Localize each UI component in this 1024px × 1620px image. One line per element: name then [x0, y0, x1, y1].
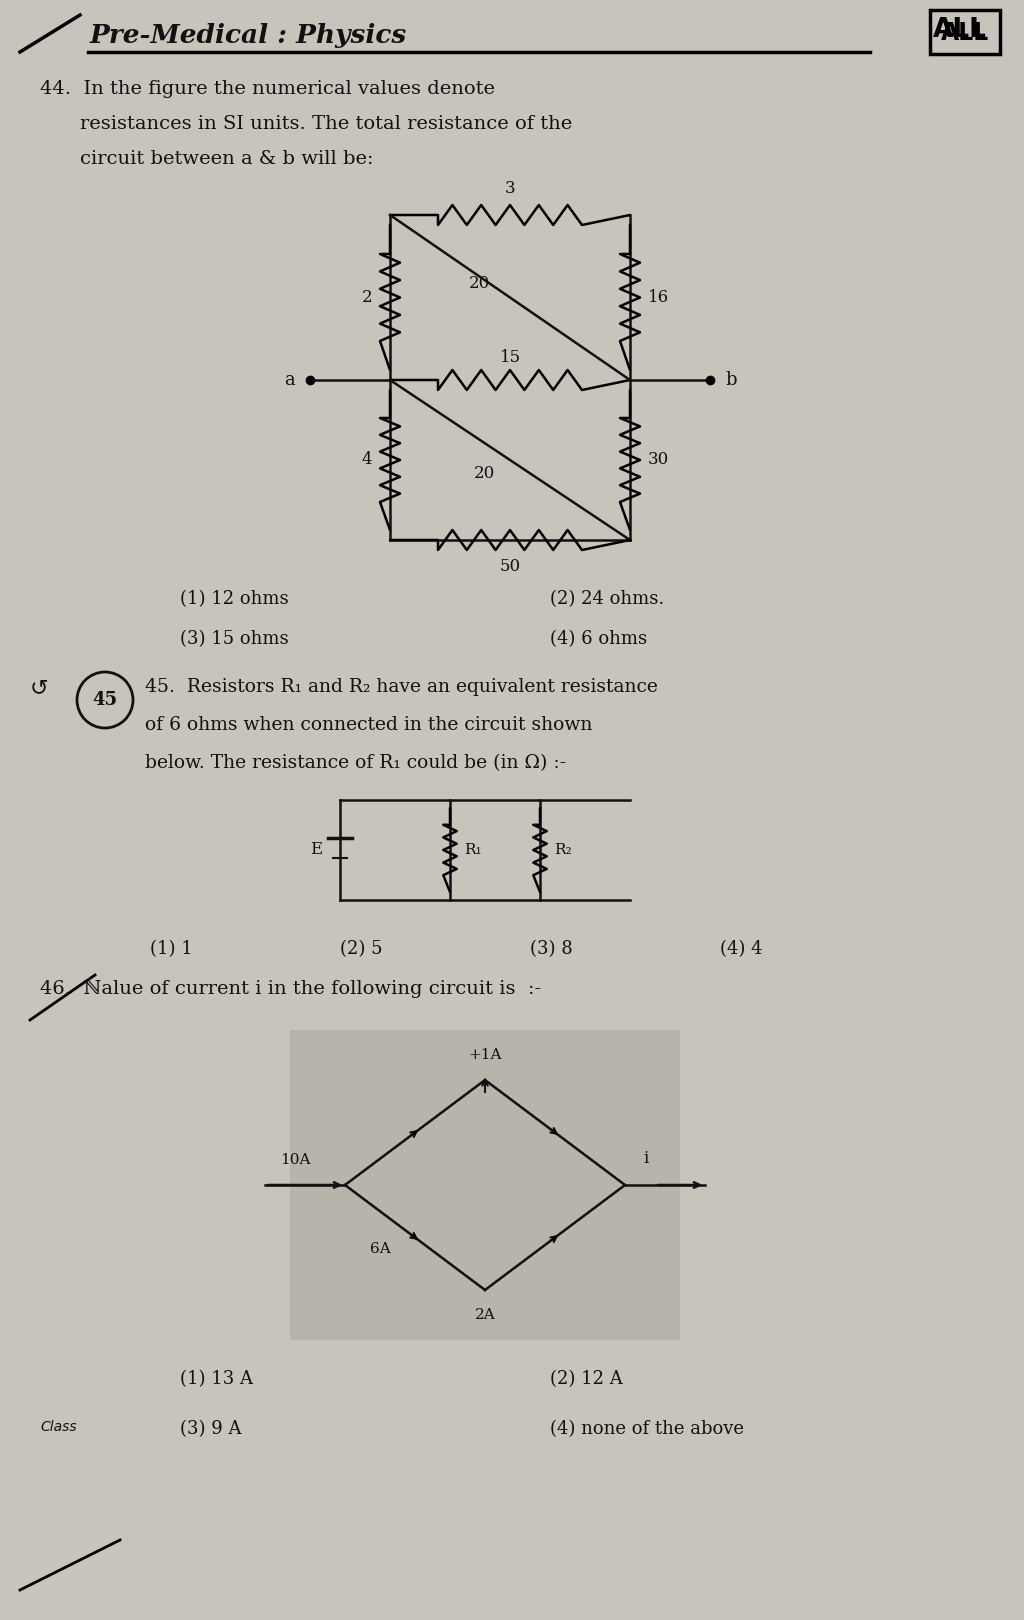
- Text: (4) 6 ohms: (4) 6 ohms: [550, 630, 647, 648]
- Text: 2A: 2A: [475, 1307, 496, 1322]
- Text: 10A: 10A: [280, 1153, 310, 1166]
- Text: 50: 50: [500, 557, 520, 575]
- Text: below. The resistance of R₁ could be (in Ω) :-: below. The resistance of R₁ could be (in…: [145, 753, 566, 773]
- Text: b: b: [725, 371, 736, 389]
- Text: 44.  In the figure the numerical values denote: 44. In the figure the numerical values d…: [40, 79, 495, 97]
- Text: 6A: 6A: [370, 1243, 391, 1256]
- Bar: [930, 10, 1000, 53]
- Text: 45: 45: [92, 692, 118, 710]
- Text: (2) 12 A: (2) 12 A: [550, 1371, 623, 1388]
- Text: 16: 16: [648, 288, 669, 306]
- Text: 20: 20: [474, 465, 495, 483]
- Text: 46.  ℕalue of current i in the following circuit is  :-: 46. ℕalue of current i in the following …: [40, 980, 541, 998]
- Text: 20: 20: [469, 275, 490, 292]
- Text: Pre-Medical : Physics: Pre-Medical : Physics: [90, 23, 408, 47]
- Text: a: a: [285, 371, 295, 389]
- Text: (4) 4: (4) 4: [720, 940, 763, 957]
- Text: 15: 15: [500, 348, 520, 366]
- Text: (1) 13 A: (1) 13 A: [180, 1371, 253, 1388]
- Text: circuit between a & b will be:: circuit between a & b will be:: [80, 151, 374, 168]
- Text: 30: 30: [648, 452, 670, 468]
- Text: (2) 5: (2) 5: [340, 940, 383, 957]
- Text: (1) 12 ohms: (1) 12 ohms: [180, 590, 289, 608]
- Bar: [290, 1030, 680, 1340]
- Text: (3) 9 A: (3) 9 A: [180, 1421, 242, 1439]
- Text: (2) 24 ohms.: (2) 24 ohms.: [550, 590, 665, 608]
- Text: ALL: ALL: [933, 16, 987, 44]
- Text: i: i: [643, 1150, 648, 1166]
- Text: E: E: [309, 841, 322, 859]
- Text: (1) 1: (1) 1: [150, 940, 193, 957]
- Text: 3: 3: [505, 180, 515, 198]
- Circle shape: [77, 672, 133, 727]
- Text: ↺: ↺: [30, 679, 48, 698]
- Text: 2: 2: [361, 288, 372, 306]
- Text: 45.  Resistors R₁ and R₂ have an equivalent resistance: 45. Resistors R₁ and R₂ have an equivale…: [145, 679, 657, 697]
- Text: Class: Class: [40, 1421, 77, 1434]
- Text: (3) 8: (3) 8: [530, 940, 572, 957]
- Text: +1A: +1A: [468, 1048, 502, 1063]
- Text: R₂: R₂: [554, 842, 571, 857]
- Text: ALL: ALL: [941, 21, 989, 45]
- Text: 4: 4: [361, 452, 372, 468]
- Text: of 6 ohms when connected in the circuit shown: of 6 ohms when connected in the circuit …: [145, 716, 592, 734]
- Text: resistances in SI units. The total resistance of the: resistances in SI units. The total resis…: [80, 115, 572, 133]
- Text: R₁: R₁: [464, 842, 481, 857]
- Text: (4) none of the above: (4) none of the above: [550, 1421, 744, 1439]
- Text: (3) 15 ohms: (3) 15 ohms: [180, 630, 289, 648]
